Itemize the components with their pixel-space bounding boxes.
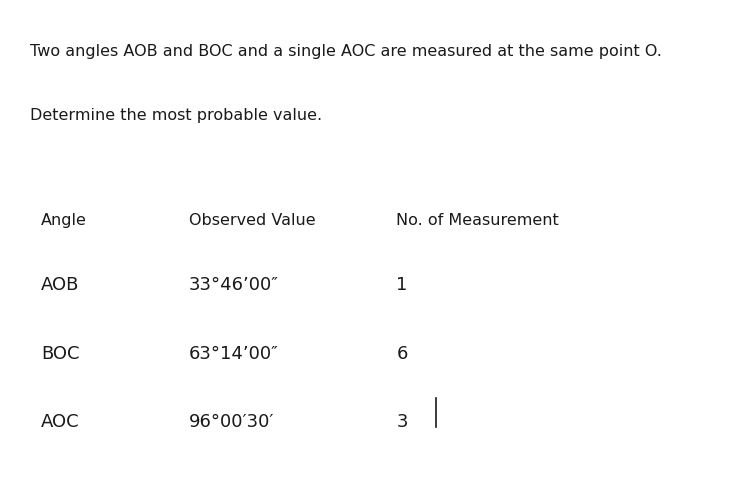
Text: 6: 6 bbox=[396, 344, 408, 362]
Text: No. of Measurement: No. of Measurement bbox=[396, 212, 559, 227]
Text: BOC: BOC bbox=[41, 344, 79, 362]
Text: Determine the most probable value.: Determine the most probable value. bbox=[30, 107, 322, 122]
Text: 96°00′30′: 96°00′30′ bbox=[189, 412, 274, 430]
Text: 33°46’00″: 33°46’00″ bbox=[189, 276, 279, 294]
Text: 3: 3 bbox=[396, 412, 408, 430]
Text: AOC: AOC bbox=[41, 412, 79, 430]
Text: Angle: Angle bbox=[41, 212, 87, 227]
Text: 1: 1 bbox=[396, 276, 408, 294]
Text: Observed Value: Observed Value bbox=[189, 212, 316, 227]
Text: AOB: AOB bbox=[41, 276, 79, 294]
Text: 63°14’00″: 63°14’00″ bbox=[189, 344, 279, 362]
Text: Two angles AOB and BOC and a single AOC are measured at the same point O.: Two angles AOB and BOC and a single AOC … bbox=[30, 44, 662, 59]
